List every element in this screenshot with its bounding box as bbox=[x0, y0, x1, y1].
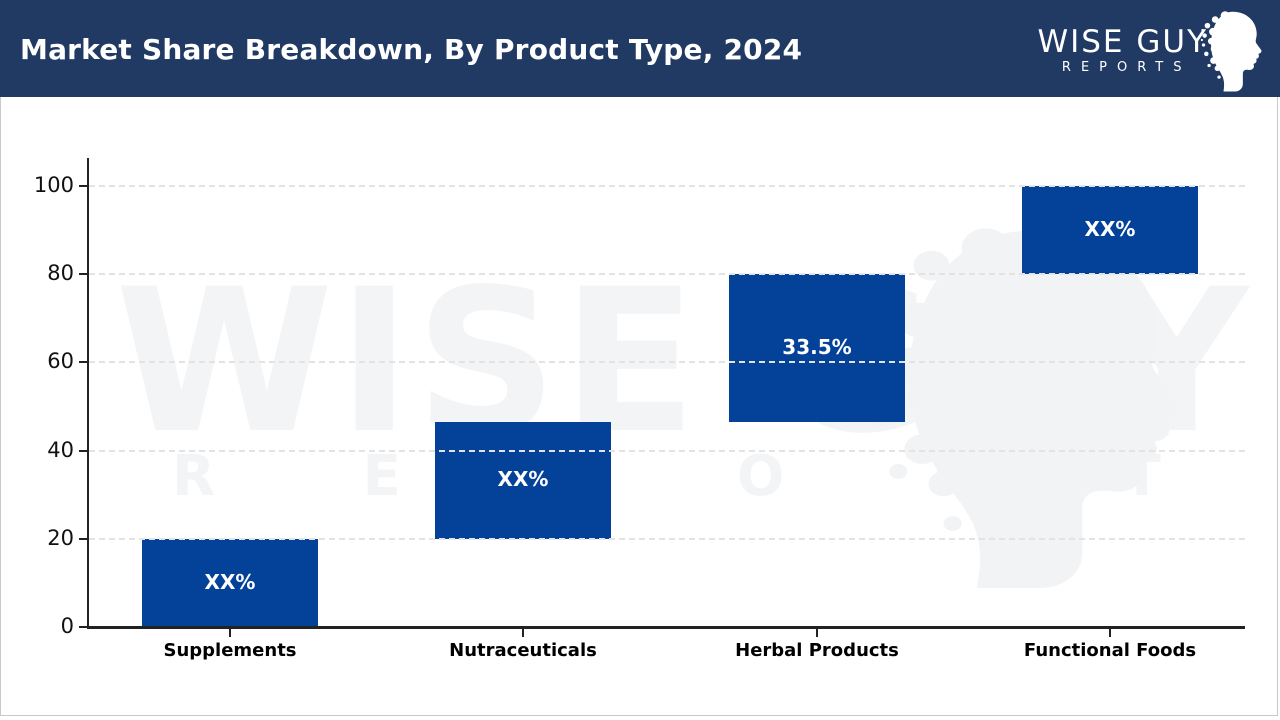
y-tick-40 bbox=[79, 450, 87, 452]
x-tick-supplements bbox=[229, 629, 231, 637]
bar-supplements bbox=[142, 539, 318, 627]
y-tick-label-80: 80 bbox=[47, 261, 74, 285]
y-tick-label-0: 0 bbox=[60, 614, 74, 638]
x-axis-line bbox=[87, 626, 1245, 629]
category-label-herbal-products: Herbal Products bbox=[735, 640, 899, 661]
page-title: Market Share Breakdown, By Product Type,… bbox=[20, 33, 803, 66]
y-tick-100 bbox=[79, 185, 87, 187]
wiseguy-face-icon bbox=[1200, 11, 1262, 92]
gridline-80 bbox=[89, 273, 1245, 275]
gridline-60 bbox=[89, 361, 1245, 363]
y-tick-label-60: 60 bbox=[47, 349, 74, 373]
y-tick-label-100: 100 bbox=[33, 173, 74, 197]
y-tick-20 bbox=[79, 538, 87, 540]
gridline-20 bbox=[89, 538, 1245, 540]
category-label-functional-foods: Functional Foods bbox=[1023, 640, 1197, 661]
logo-wordmark: WISE GUY bbox=[1037, 23, 1208, 60]
bar-nutraceuticals bbox=[435, 422, 611, 539]
y-tick-0 bbox=[79, 626, 87, 628]
bar-value-label-nutraceuticals: XX% bbox=[497, 467, 549, 491]
bar-value-label-herbal-products: 33.5% bbox=[782, 335, 852, 359]
logo-subtitle: REPORTS bbox=[1061, 60, 1192, 76]
bar-herbal-products bbox=[729, 274, 905, 422]
category-label-nutraceuticals: Nutraceuticals bbox=[449, 640, 597, 661]
y-axis-line bbox=[87, 158, 89, 627]
x-tick-functional-foods bbox=[1109, 629, 1111, 637]
x-tick-herbal-products bbox=[816, 629, 818, 637]
x-tick-nutraceuticals bbox=[522, 629, 524, 637]
logo-text: WISE GUY REPORTS bbox=[1037, 23, 1208, 76]
gridline-40 bbox=[89, 450, 1245, 452]
wiseguy-logo: WISE GUY REPORTS bbox=[1037, 8, 1270, 92]
category-label-supplements: Supplements bbox=[163, 640, 297, 661]
header-bar: Market Share Breakdown, By Product Type,… bbox=[0, 0, 1280, 97]
bar-functional-foods bbox=[1022, 186, 1198, 274]
bar-value-label-functional-foods: XX% bbox=[1084, 217, 1136, 241]
y-tick-label-20: 20 bbox=[47, 526, 74, 550]
gridline-100 bbox=[89, 185, 1245, 187]
y-tick-label-40: 40 bbox=[47, 438, 74, 462]
y-tick-80 bbox=[79, 273, 87, 275]
y-tick-60 bbox=[79, 361, 87, 363]
bar-value-label-supplements: XX% bbox=[204, 570, 256, 594]
